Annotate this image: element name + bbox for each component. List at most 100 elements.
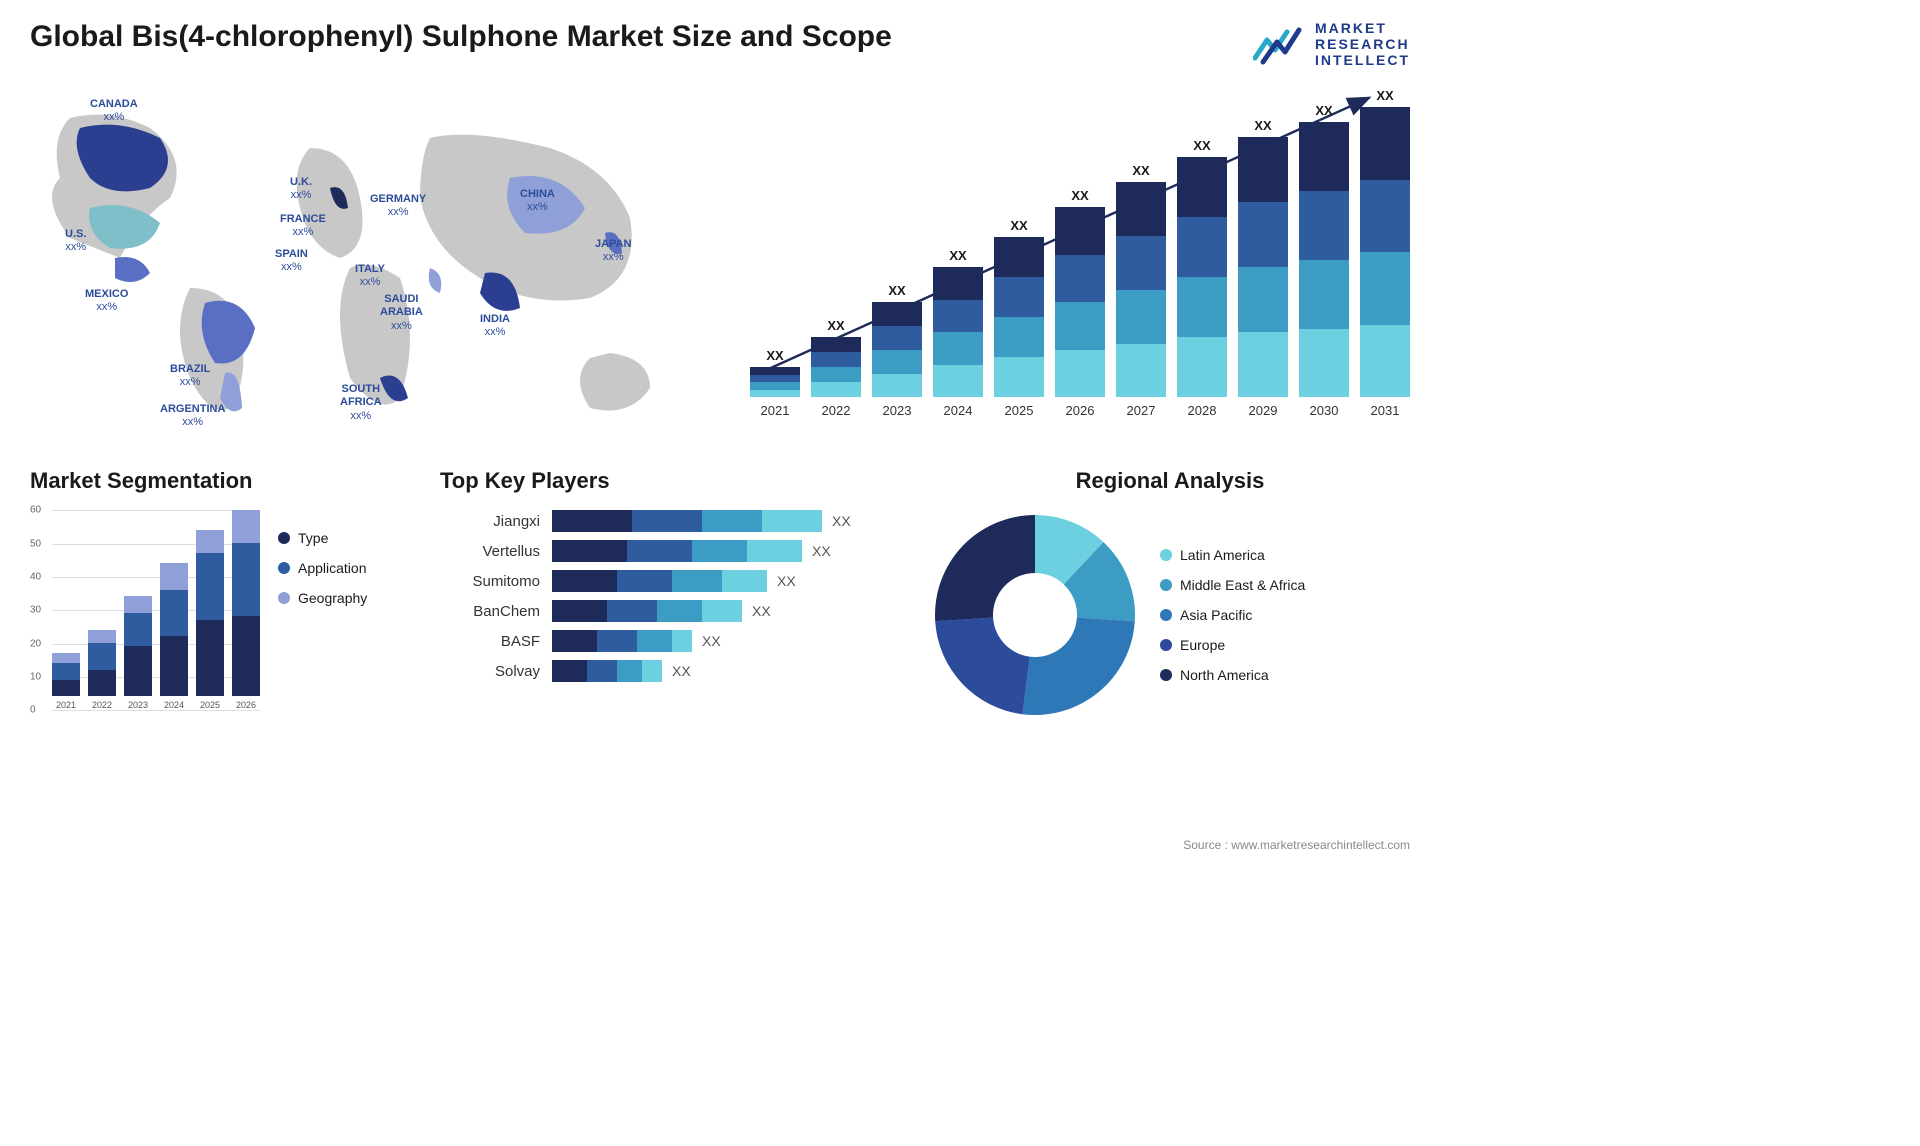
growth-bar [1238,137,1288,397]
growth-bar [872,302,922,397]
player-bar [552,510,822,532]
seg-bar [196,530,224,697]
seg-year-label: 2023 [128,700,148,710]
map-label: CHINAxx% [520,188,555,214]
player-bar [552,570,767,592]
growth-bar [1055,207,1105,397]
logo: MARKET RESEARCH INTELLECT [1253,20,1410,68]
seg-year-label: 2026 [236,700,256,710]
player-value: XX [702,633,721,649]
regional-legend-item: North America [1160,667,1305,683]
player-bar [552,540,802,562]
seg-year-label: 2024 [164,700,184,710]
logo-text-1: MARKET [1315,20,1410,36]
growth-bar-col: XX2026 [1055,188,1105,418]
growth-bar-value: XX [766,348,783,363]
page-title: Global Bis(4-chlorophenyl) Sulphone Mark… [30,20,892,54]
seg-bar-col: 2025 [196,530,224,711]
map-label: U.S.xx% [65,228,86,254]
growth-bar-col: XX2029 [1238,118,1288,418]
regional-panel: Regional Analysis Latin America Middle Ea… [930,468,1410,730]
players-panel: Top Key Players Jiangxi XX Vertellus XX Sumi… [440,468,900,730]
seg-bar-col: 2023 [124,596,152,710]
map-label: JAPANxx% [595,238,631,264]
growth-bar-col: XX2023 [872,283,922,418]
player-row: Solvay XX [440,660,900,682]
player-bar [552,660,662,682]
seg-bar-col: 2021 [52,653,80,710]
seg-bar-col: 2024 [160,563,188,710]
segmentation-title: Market Segmentation [30,468,410,494]
growth-bar-value: XX [888,283,905,298]
seg-bar-col: 2022 [88,630,116,711]
growth-bar [750,367,800,397]
map-label: SOUTHAFRICAxx% [340,383,382,423]
growth-bar-value: XX [827,318,844,333]
growth-bar-col: XX 2031 [1360,88,1410,418]
growth-bar-value: XX [1193,138,1210,153]
player-row: BASF XX [440,630,900,652]
growth-bar-value: XX [1376,88,1393,103]
source-attribution: Source : www.marketresearchintellect.com [1183,838,1410,852]
regional-legend-item: Middle East & Africa [1160,577,1305,593]
seg-ytick: 40 [30,571,41,582]
logo-text-2: RESEARCH [1315,36,1410,52]
growth-bar [1116,182,1166,397]
seg-legend-item: Geography [278,590,367,606]
seg-bar [160,563,188,696]
map-label: ITALYxx% [355,263,385,289]
seg-legend-item: Application [278,560,367,576]
player-name: Vertellus [440,543,540,560]
regional-legend: Latin AmericaMiddle East & AfricaAsia Pa… [1160,547,1305,683]
seg-bar-col: 2026 [232,510,260,711]
player-row: SumitomoXX [440,570,900,592]
seg-ytick: 10 [30,671,41,682]
seg-ytick: 0 [30,705,36,716]
map-label: ARGENTINAxx% [160,403,225,429]
player-row: BanChemXX [440,600,900,622]
logo-icon [1253,22,1307,66]
seg-year-label: 2022 [92,700,112,710]
seg-year-label: 2025 [200,700,220,710]
players-title: Top Key Players [440,468,900,494]
growth-year-label: 2029 [1249,403,1278,418]
donut-slice [1022,618,1134,715]
player-name: BanChem [440,603,540,620]
growth-year-label: 2031 [1371,403,1400,418]
map-label: GERMANYxx% [370,193,426,219]
growth-bar-value: XX [1010,218,1027,233]
player-name: Solvay [440,663,540,680]
segmentation-chart: 0102030405060 202120222023202420252026 [30,510,260,730]
growth-bar [994,237,1044,397]
growth-year-label: 2025 [1005,403,1034,418]
seg-ytick: 30 [30,605,41,616]
growth-bar-col: XX2030 [1299,103,1349,418]
map-label: SPAINxx% [275,248,308,274]
player-bar [552,600,742,622]
growth-bar [1177,157,1227,397]
map-label: BRAZILxx% [170,363,210,389]
player-row: Vertellus XX [440,540,900,562]
player-name: Jiangxi [440,513,540,530]
growth-bar [1299,122,1349,397]
map-label: SAUDIARABIAxx% [380,293,423,333]
logo-text-3: INTELLECT [1315,52,1410,68]
seg-legend-item: Type [278,530,367,546]
player-value: XX [672,663,691,679]
growth-bar-col: XX 2022 [811,318,861,418]
seg-bar [88,630,116,697]
player-name: BASF [440,633,540,650]
growth-year-label: 2022 [822,403,851,418]
player-value: XX [812,543,831,559]
growth-bar-col: XX2028 [1177,138,1227,418]
regional-legend-item: Latin America [1160,547,1305,563]
seg-bar [124,596,152,696]
map-label: FRANCExx% [280,213,326,239]
regional-title: Regional Analysis [930,468,1410,494]
player-value: XX [832,513,851,529]
seg-year-label: 2021 [56,700,76,710]
segmentation-legend: Type Application Geography [278,510,367,730]
map-label: U.K.xx% [290,176,312,202]
growth-bar [933,267,983,397]
player-bar [552,630,692,652]
